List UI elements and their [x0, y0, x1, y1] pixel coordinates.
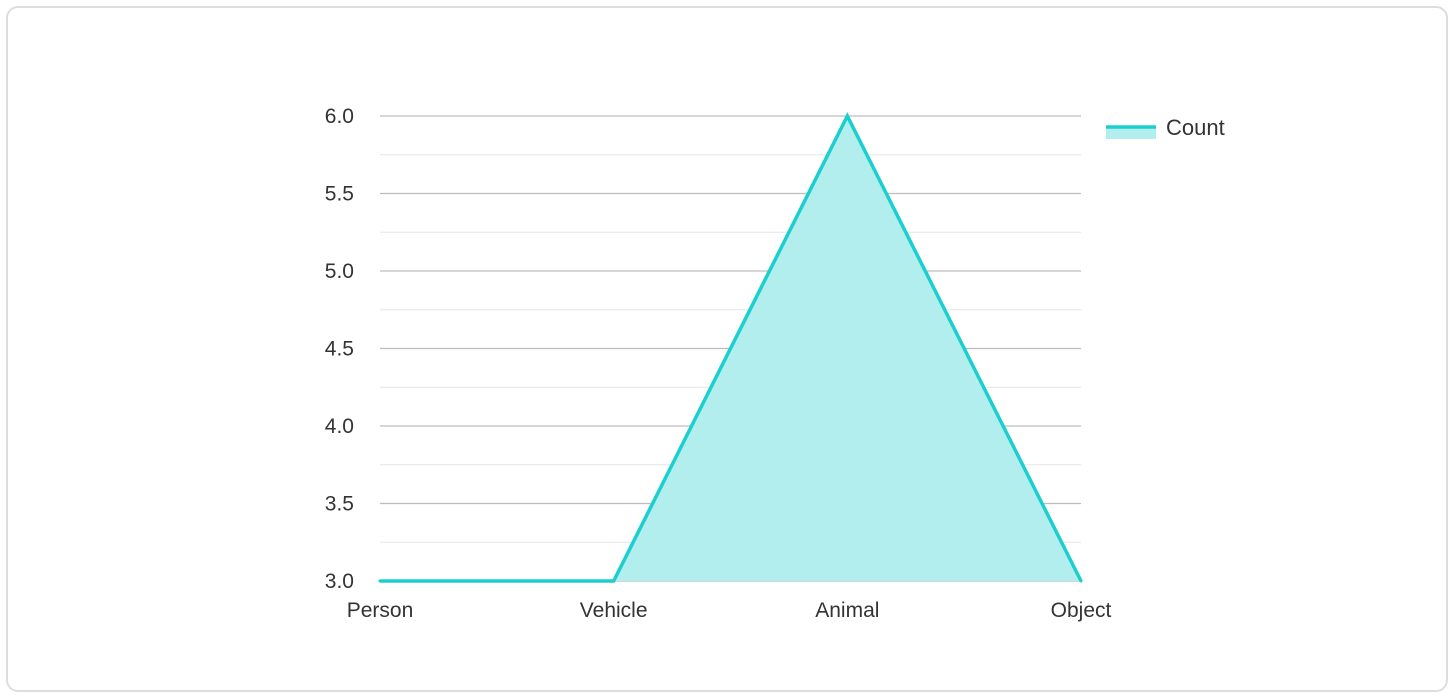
- y-tick-label: 6.0: [325, 105, 354, 128]
- y-tick-label: 4.5: [325, 338, 354, 361]
- data-point[interactable]: [1079, 579, 1083, 583]
- data-point[interactable]: [612, 579, 616, 583]
- y-axis-ticks: 3.0 3.5 4.0 4.5 5.0 5.5 6.0: [325, 105, 354, 593]
- x-tick-label: Object: [1051, 599, 1112, 622]
- legend[interactable]: Count: [1106, 115, 1225, 140]
- series-line: [380, 112, 1083, 583]
- x-tick-label: Animal: [815, 599, 879, 622]
- y-tick-label: 5.5: [325, 183, 354, 206]
- x-tick-label: Vehicle: [580, 599, 648, 622]
- data-point[interactable]: [845, 114, 849, 118]
- y-tick-label: 5.0: [325, 260, 354, 283]
- y-tick-label: 3.5: [325, 493, 354, 516]
- legend-label: Count: [1166, 115, 1225, 140]
- x-axis-ticks: Person Vehicle Animal Object: [347, 599, 1112, 622]
- y-tick-label: 3.0: [325, 570, 354, 593]
- series-group: [378, 112, 1083, 583]
- legend-swatch-fill: [1106, 127, 1156, 139]
- y-tick-label: 4.0: [325, 415, 354, 438]
- x-tick-label: Person: [347, 599, 414, 622]
- data-point[interactable]: [378, 579, 382, 583]
